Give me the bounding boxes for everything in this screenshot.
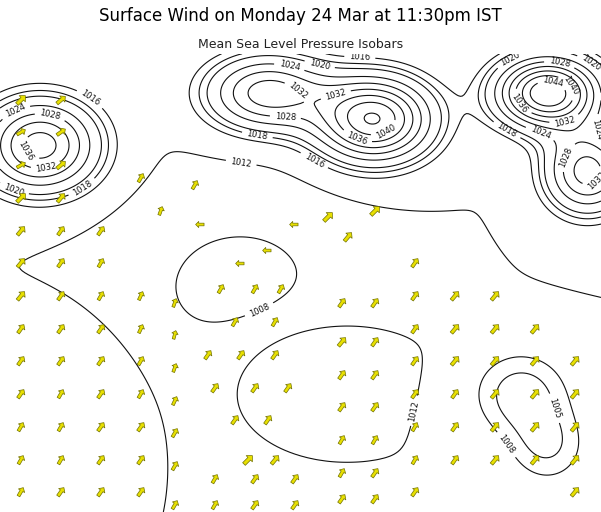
Text: 1020: 1020 [308, 58, 331, 72]
Text: 1028: 1028 [548, 56, 571, 70]
Text: 1024: 1024 [278, 59, 300, 73]
Text: 1040: 1040 [561, 75, 581, 97]
Text: 1036: 1036 [345, 130, 368, 146]
Text: 1028: 1028 [275, 112, 296, 122]
Text: 1024: 1024 [529, 125, 552, 141]
Text: 1012: 1012 [230, 157, 252, 168]
Text: 1005: 1005 [548, 397, 563, 419]
Text: 1008: 1008 [497, 433, 516, 456]
Text: 1016: 1016 [349, 52, 371, 62]
Text: 1028: 1028 [558, 145, 575, 168]
Text: 1036: 1036 [17, 140, 35, 163]
Text: 1012: 1012 [407, 399, 421, 422]
Text: 1020: 1020 [499, 50, 522, 68]
Text: 1016: 1016 [79, 89, 102, 108]
Text: 1018: 1018 [71, 179, 94, 198]
Text: Surface Wind on Monday 24 Mar at 11:30pm IST: Surface Wind on Monday 24 Mar at 11:30pm… [99, 7, 502, 25]
Text: 1044: 1044 [542, 75, 564, 88]
Text: 1032: 1032 [554, 115, 576, 129]
Text: 1018: 1018 [246, 129, 269, 142]
Text: 1008: 1008 [248, 302, 271, 318]
Text: 1018: 1018 [495, 121, 518, 140]
Text: 1032: 1032 [35, 162, 58, 175]
Text: 1040: 1040 [374, 123, 397, 141]
Text: 1028: 1028 [39, 108, 61, 121]
Text: 1032: 1032 [287, 80, 310, 101]
Text: 1024: 1024 [590, 118, 601, 140]
Text: Mean Sea Level Pressure Isobars: Mean Sea Level Pressure Isobars [198, 37, 403, 51]
Text: 1016: 1016 [303, 152, 326, 169]
Text: 1024: 1024 [4, 102, 26, 119]
Text: 1020: 1020 [2, 182, 25, 198]
Text: 1020: 1020 [580, 53, 601, 73]
Text: 1032: 1032 [325, 87, 347, 101]
Text: 1036: 1036 [510, 92, 529, 115]
Text: 1032: 1032 [587, 170, 601, 191]
